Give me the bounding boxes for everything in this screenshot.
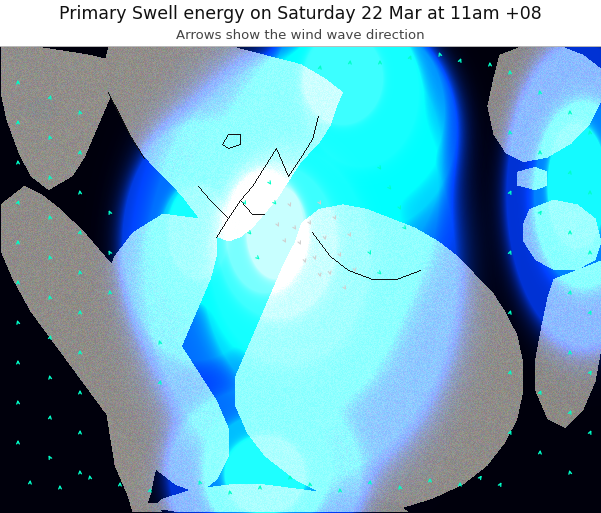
Text: Arrows show the wind wave direction: Arrows show the wind wave direction — [176, 29, 425, 43]
Text: Primary Swell energy on Saturday 22 Mar at 11am +08: Primary Swell energy on Saturday 22 Mar … — [59, 5, 542, 23]
